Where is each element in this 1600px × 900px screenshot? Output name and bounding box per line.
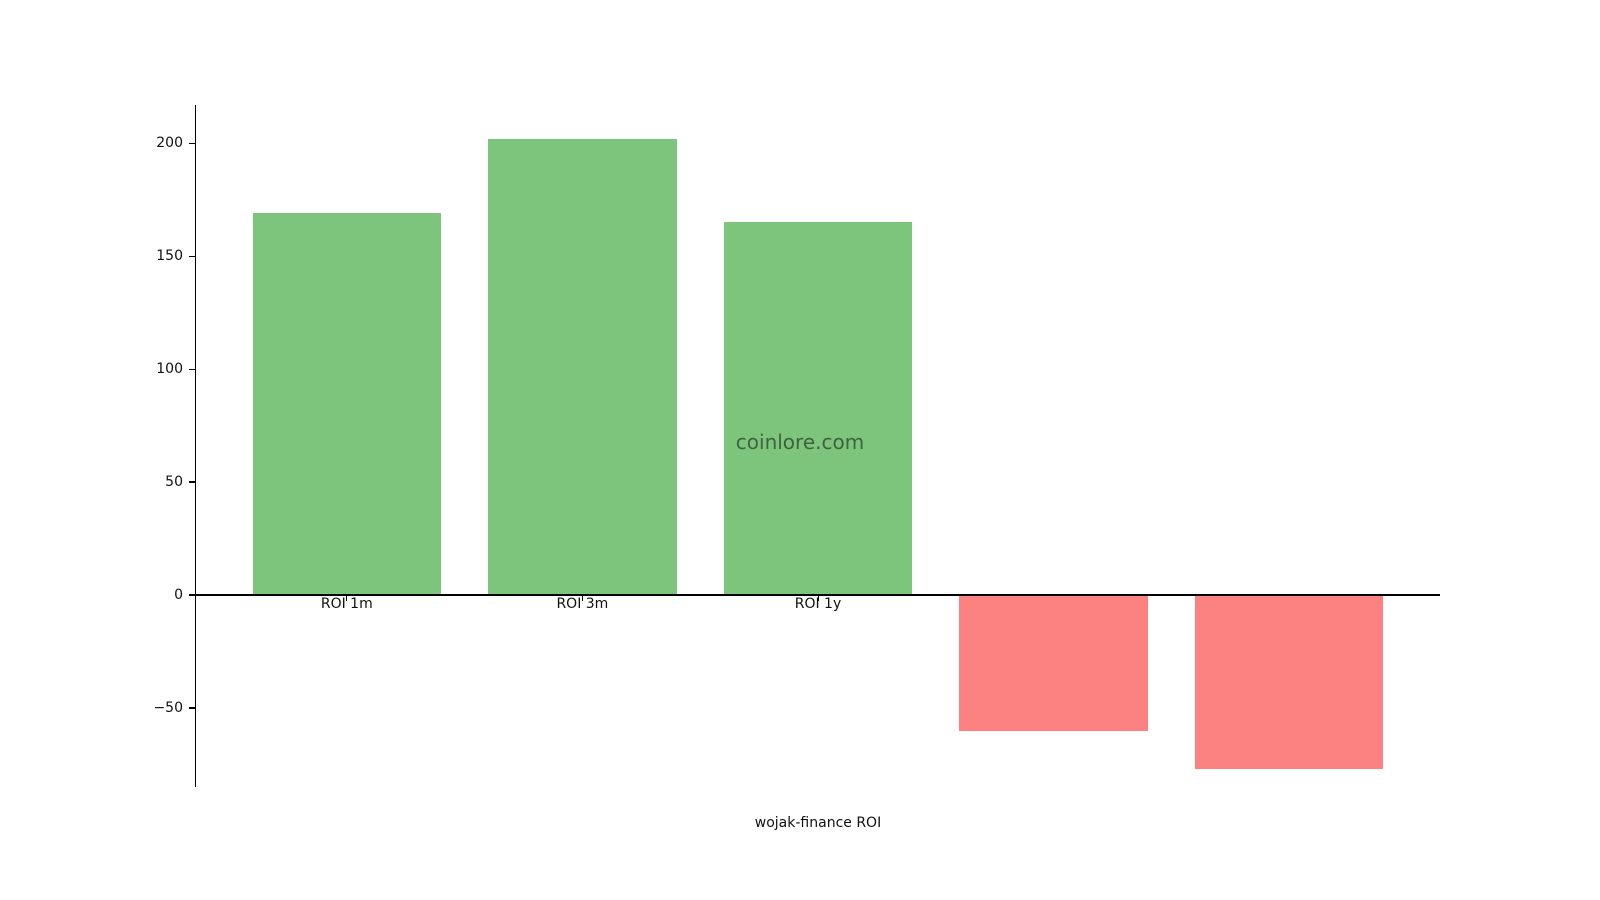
chart-title: wojak-finance ROI <box>754 815 882 831</box>
roi-bar-positive <box>723 222 913 595</box>
x-tick-label: ROI 1y <box>794 596 842 612</box>
roi-bar-negative <box>1194 595 1384 769</box>
y-tick-label: 200 <box>156 135 183 152</box>
x-tick-label: ROI 1m <box>320 596 373 612</box>
y-tick-mark <box>189 255 195 257</box>
roi-bar-positive <box>252 213 442 595</box>
y-tick-mark <box>189 707 195 709</box>
x-tick-label: ROI 3m <box>556 596 609 612</box>
y-tick-label: 50 <box>165 474 183 491</box>
x-tick-mark <box>346 595 348 601</box>
x-tick-mark <box>817 595 819 601</box>
y-tick-mark <box>189 142 195 144</box>
y-tick-mark <box>189 368 195 370</box>
y-tick-label: −50 <box>153 699 183 716</box>
watermark-text: coinlore.com <box>735 430 865 454</box>
y-tick-label: 0 <box>174 587 183 603</box>
y-tick-mark <box>189 481 195 483</box>
roi-bar-negative <box>959 595 1148 731</box>
y-tick-mark <box>189 594 195 596</box>
y-axis-spine <box>195 104 197 787</box>
x-tick-mark <box>581 595 584 601</box>
roi-bar-positive <box>488 138 677 595</box>
y-tick-label: 100 <box>156 361 183 378</box>
y-tick-label: 150 <box>156 248 183 265</box>
